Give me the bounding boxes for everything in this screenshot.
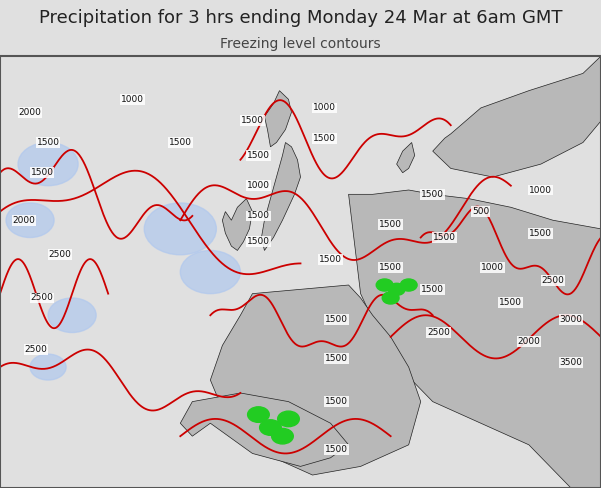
Text: 1500: 1500 <box>421 190 444 199</box>
Text: 1500: 1500 <box>241 117 264 125</box>
Text: 2000: 2000 <box>19 108 41 117</box>
Text: 1500: 1500 <box>247 151 270 160</box>
Circle shape <box>388 284 405 295</box>
Text: 2500: 2500 <box>427 328 450 337</box>
Circle shape <box>260 420 281 435</box>
Text: 1500: 1500 <box>325 315 348 324</box>
Text: 1000: 1000 <box>529 185 552 195</box>
Text: 2500: 2500 <box>49 250 72 259</box>
Polygon shape <box>180 393 349 467</box>
Text: 1500: 1500 <box>325 354 348 363</box>
Text: 2500: 2500 <box>25 346 47 354</box>
Text: 2500: 2500 <box>542 276 564 285</box>
Text: 1500: 1500 <box>325 445 348 454</box>
Circle shape <box>272 428 293 444</box>
Circle shape <box>382 292 399 304</box>
Text: Precipitation for 3 hrs ending Monday 24 Mar at 6am GMT: Precipitation for 3 hrs ending Monday 24… <box>38 9 563 27</box>
Circle shape <box>144 203 216 255</box>
Circle shape <box>376 279 393 291</box>
Circle shape <box>400 279 417 291</box>
Text: 1500: 1500 <box>313 134 336 142</box>
Text: 1000: 1000 <box>247 181 270 190</box>
Text: 1500: 1500 <box>319 255 342 264</box>
Text: 3000: 3000 <box>560 315 582 324</box>
Text: 1500: 1500 <box>421 285 444 294</box>
Circle shape <box>278 411 299 427</box>
Text: 500: 500 <box>472 207 489 216</box>
Text: 1500: 1500 <box>529 229 552 238</box>
Polygon shape <box>264 91 291 147</box>
Text: 3500: 3500 <box>560 358 582 367</box>
Text: 1000: 1000 <box>121 95 144 104</box>
Polygon shape <box>222 199 252 250</box>
Text: 1000: 1000 <box>481 263 504 272</box>
Polygon shape <box>261 142 300 250</box>
Text: 1500: 1500 <box>433 233 456 242</box>
Text: 1500: 1500 <box>31 168 53 177</box>
Text: 1500: 1500 <box>247 237 270 246</box>
Circle shape <box>18 142 78 186</box>
Polygon shape <box>433 56 601 177</box>
Text: 1000: 1000 <box>313 103 336 112</box>
Circle shape <box>6 203 54 238</box>
Circle shape <box>180 250 240 294</box>
Circle shape <box>48 298 96 332</box>
Polygon shape <box>210 285 421 475</box>
Circle shape <box>248 407 269 422</box>
Text: 1500: 1500 <box>325 397 348 406</box>
Text: 1500: 1500 <box>379 220 402 229</box>
Text: Freezing level contours: Freezing level contours <box>220 37 381 51</box>
Circle shape <box>30 354 66 380</box>
Text: 1500: 1500 <box>169 138 192 147</box>
Text: 1500: 1500 <box>247 211 270 221</box>
Text: 2000: 2000 <box>13 216 35 225</box>
Text: 2000: 2000 <box>517 337 540 346</box>
Text: 1500: 1500 <box>379 263 402 272</box>
Text: 2500: 2500 <box>31 293 53 303</box>
Text: 1500: 1500 <box>37 138 59 147</box>
Text: 1500: 1500 <box>499 298 522 307</box>
Polygon shape <box>397 142 415 173</box>
Polygon shape <box>349 190 601 488</box>
